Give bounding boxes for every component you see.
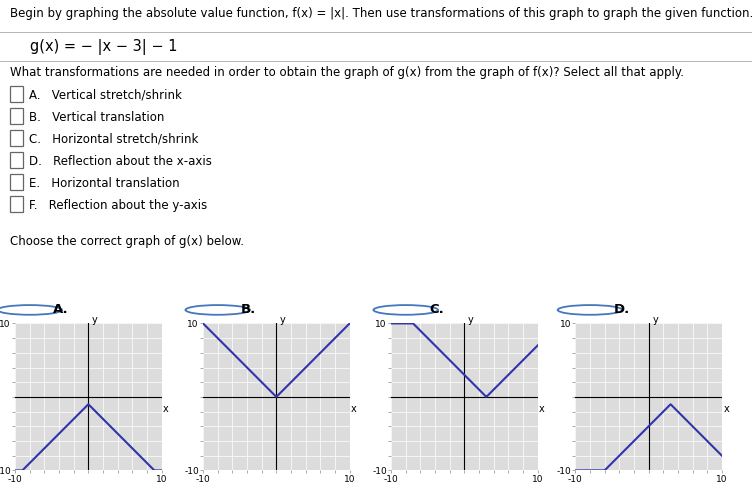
- Text: E.   Horizontal translation: E. Horizontal translation: [29, 177, 179, 190]
- Text: y: y: [652, 315, 658, 325]
- Text: D.: D.: [614, 303, 629, 317]
- Text: B.   Vertical translation: B. Vertical translation: [29, 111, 164, 123]
- Text: y: y: [92, 315, 98, 325]
- Text: y: y: [280, 315, 286, 325]
- Text: C.: C.: [429, 303, 444, 317]
- Text: x: x: [539, 404, 545, 414]
- Text: x: x: [351, 404, 357, 414]
- Text: Choose the correct graph of g(x) below.: Choose the correct graph of g(x) below.: [10, 235, 244, 248]
- Text: D.   Reflection about the x-axis: D. Reflection about the x-axis: [29, 155, 211, 168]
- Text: What transformations are needed in order to obtain the graph of g(x) from the gr: What transformations are needed in order…: [10, 66, 684, 79]
- Text: C.   Horizontal stretch/shrink: C. Horizontal stretch/shrink: [29, 133, 198, 146]
- Text: x: x: [723, 404, 729, 414]
- Text: y: y: [468, 315, 474, 325]
- Text: Begin by graphing the absolute value function, f(x) = |x|. Then use transformati: Begin by graphing the absolute value fun…: [10, 7, 752, 21]
- Text: F.   Reflection about the y-axis: F. Reflection about the y-axis: [29, 199, 207, 212]
- Text: A.   Vertical stretch/shrink: A. Vertical stretch/shrink: [29, 89, 181, 101]
- Text: A.: A.: [53, 303, 68, 317]
- Text: B.: B.: [241, 303, 256, 317]
- Text: g(x) = − |x − 3| − 1: g(x) = − |x − 3| − 1: [30, 39, 177, 55]
- Text: x: x: [163, 404, 169, 414]
